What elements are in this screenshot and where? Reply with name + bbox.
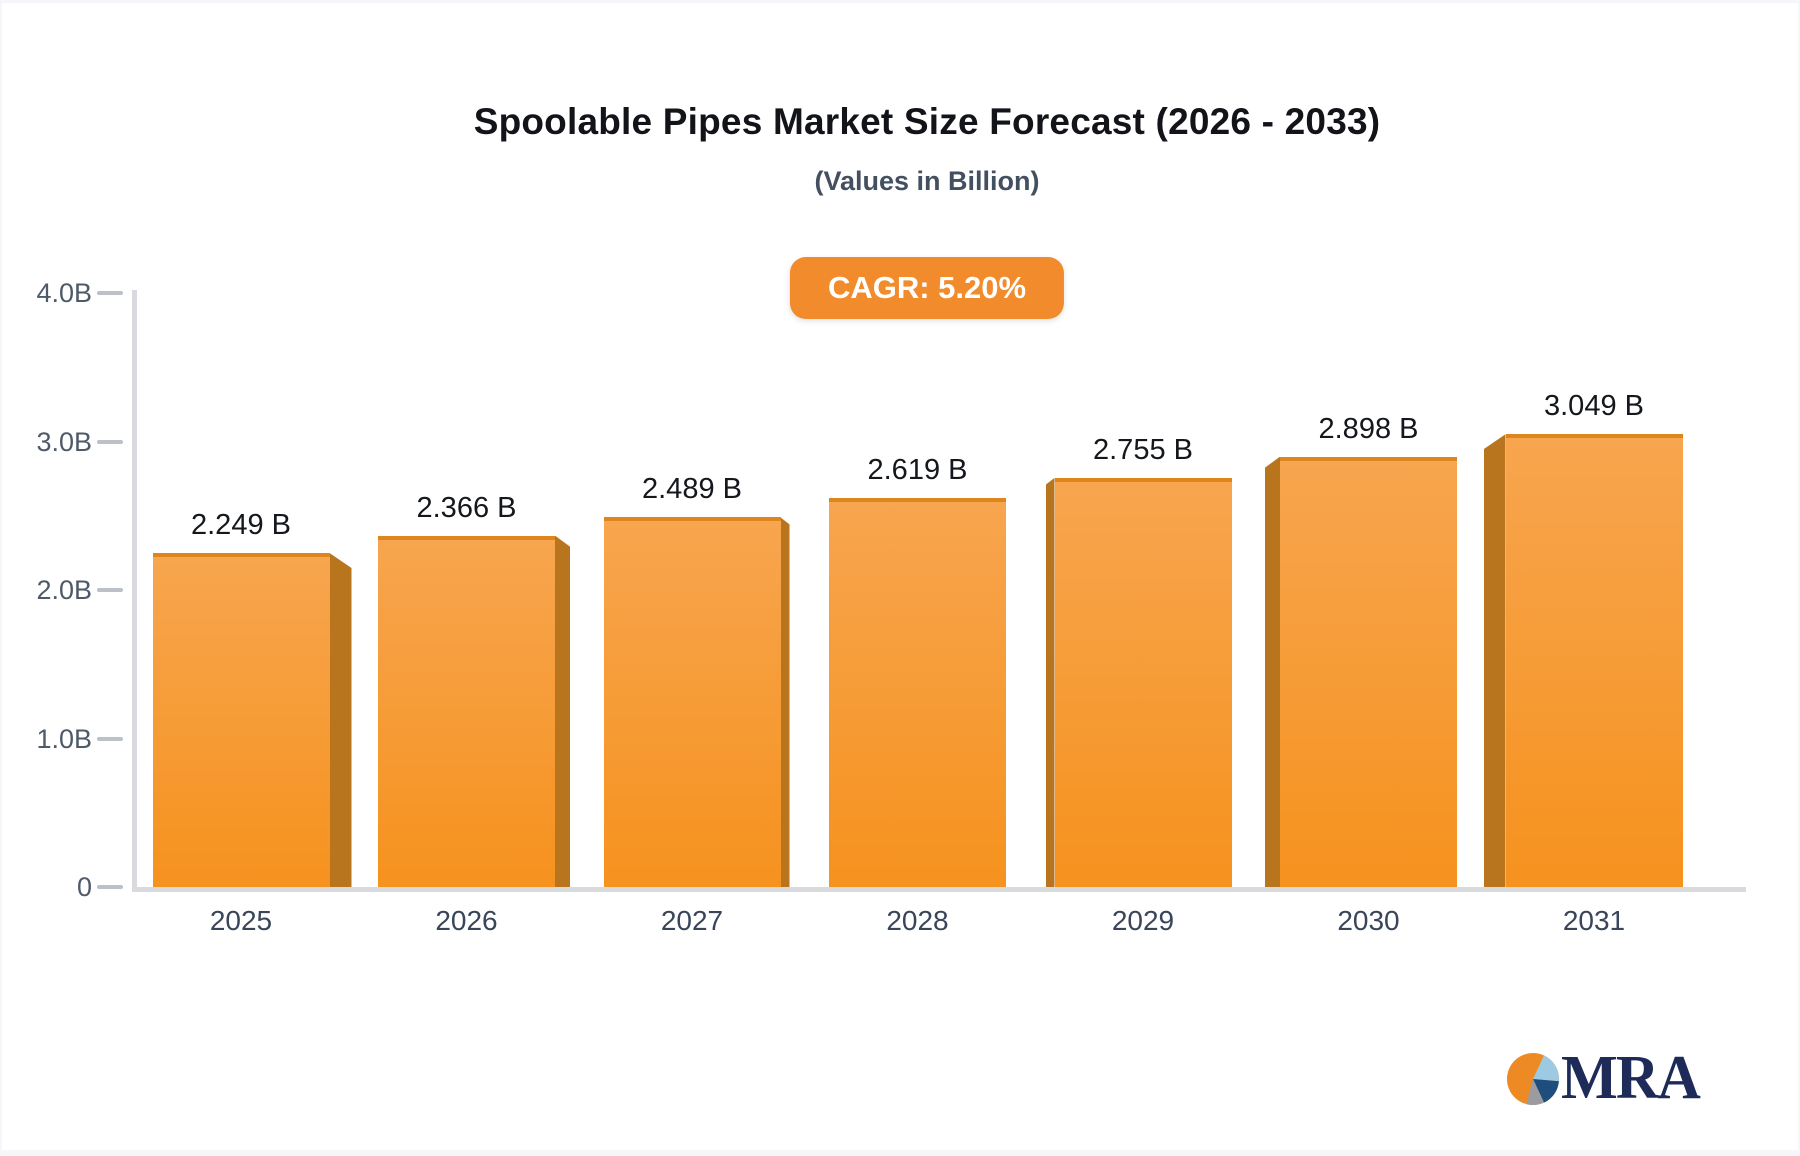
y-axis-tick-label: 1.0B xyxy=(36,723,92,754)
bar-2027[interactable] xyxy=(603,517,781,887)
bar-2026[interactable] xyxy=(378,535,555,887)
y-axis-tick-mark xyxy=(97,291,123,295)
bar-3d-side xyxy=(555,535,570,887)
chart-card: Spoolable Pipes Market Size Forecast (20… xyxy=(2,3,1798,1150)
bar-2028[interactable] xyxy=(829,498,1006,887)
cagr-badge-label: CAGR: 5.20% xyxy=(827,270,1027,305)
x-axis-category-label: 2027 xyxy=(660,905,724,936)
bar-2025[interactable] xyxy=(152,553,330,887)
bar-value-label: 2.489 B xyxy=(642,473,742,506)
x-axis-category-label: 2028 xyxy=(886,905,949,936)
x-axis-category-label: 2029 xyxy=(1111,905,1175,936)
y-axis-line xyxy=(132,290,137,889)
bar-3d-side xyxy=(1045,477,1055,887)
bar-3d-side xyxy=(1483,434,1506,887)
x-axis-line xyxy=(132,887,1746,892)
x-axis-category-label: 2031 xyxy=(1562,905,1626,936)
bar-2030[interactable] xyxy=(1280,456,1457,887)
cagr-badge: CAGR: 5.20% xyxy=(789,257,1065,319)
y-axis-tick-label: 4.0B xyxy=(36,278,92,308)
x-axis-category-label: 2030 xyxy=(1337,905,1400,936)
y-axis-tick-label: 3.0B xyxy=(36,426,92,457)
chart-subtitle: (Values in Billion) xyxy=(814,166,1040,196)
bar-3d-side xyxy=(1265,456,1280,887)
y-axis-tick-mark xyxy=(97,439,123,444)
chart-title: Spoolable Pipes Market Size Forecast (20… xyxy=(473,101,1381,142)
bar-value-label: 2.249 B xyxy=(191,509,291,542)
x-axis-category-label: 2025 xyxy=(209,905,273,936)
mra-logo-text: MRA xyxy=(1561,1044,1701,1112)
bar-value-label: 2.366 B xyxy=(416,491,517,524)
bar-value-label: 2.755 B xyxy=(1093,433,1193,466)
bar-value-label: 3.049 B xyxy=(1544,390,1644,423)
bar-value-label: 2.898 B xyxy=(1318,412,1419,445)
y-axis-tick-label: 0 xyxy=(76,872,92,902)
y-axis-tick-mark xyxy=(97,736,123,741)
y-axis-tick-label: 2.0B xyxy=(36,575,92,605)
bar-3d-side xyxy=(329,553,352,887)
y-axis-tick-mark xyxy=(97,885,123,889)
bar-3d-side xyxy=(780,517,790,887)
mra-logo: MRA xyxy=(1507,1043,1703,1114)
bar-2029[interactable] xyxy=(1054,477,1232,887)
y-axis-tick-mark xyxy=(97,588,123,592)
bar-value-label: 2.619 B xyxy=(867,454,968,487)
pie-chart-logo-icon xyxy=(1507,1052,1559,1105)
x-axis-category-label: 2026 xyxy=(435,905,498,936)
bar-2031[interactable] xyxy=(1505,434,1683,887)
